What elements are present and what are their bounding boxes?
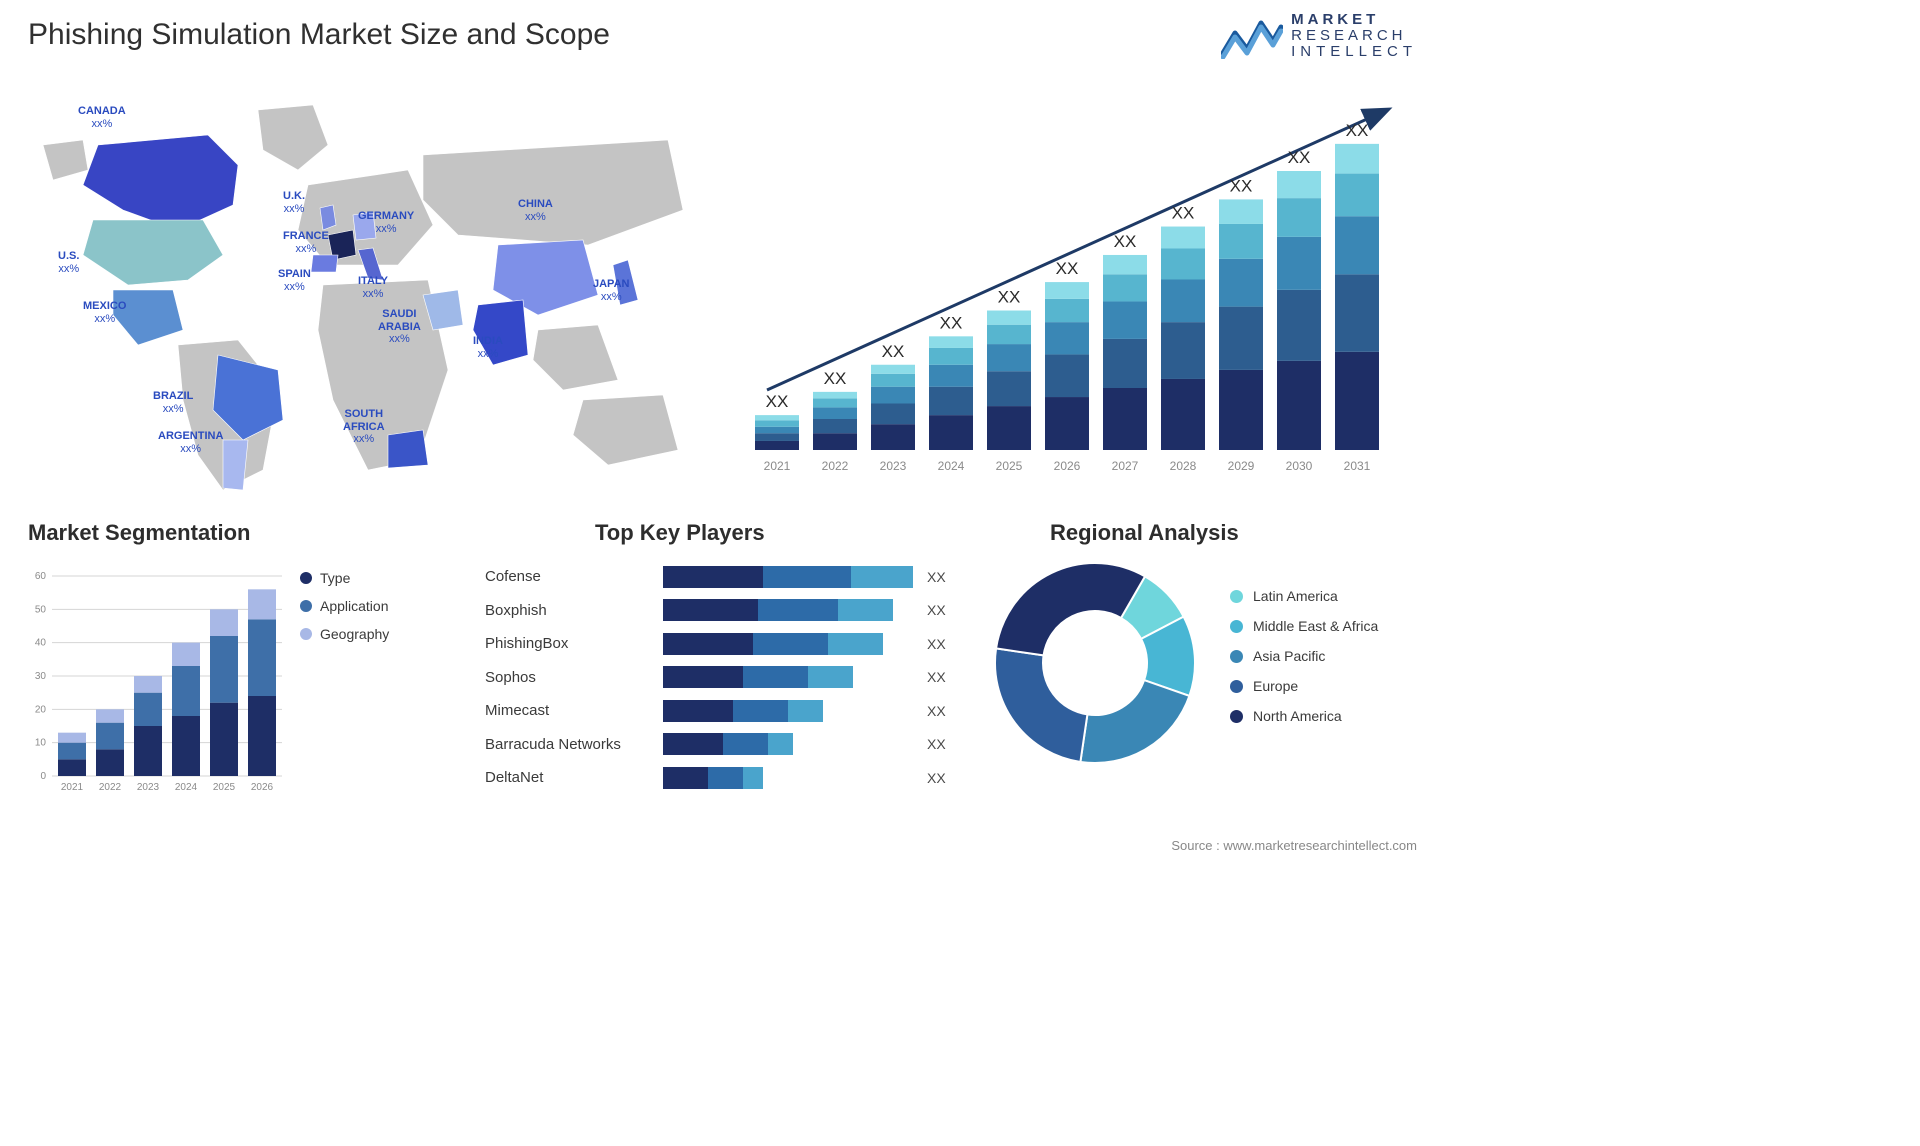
svg-text:2025: 2025 [213, 782, 236, 793]
map-label: BRAZILxx% [153, 390, 193, 415]
player-row: BoxphishXX [485, 594, 975, 628]
logo-text: MARKET RESEARCH INTELLECT [1291, 12, 1417, 59]
legend-item: Type [300, 570, 389, 586]
svg-text:XX: XX [998, 288, 1021, 307]
player-row: MimecastXX [485, 694, 975, 728]
svg-text:XX: XX [1230, 176, 1253, 195]
svg-text:2030: 2030 [1286, 459, 1313, 473]
brand-logo: MARKET RESEARCH INTELLECT [1221, 12, 1417, 59]
map-label: SOUTHAFRICAxx% [343, 408, 385, 446]
segmentation-legend: Type Application Geography [300, 570, 389, 654]
regional-legend: Latin America Middle East & Africa Asia Pa… [1230, 588, 1378, 738]
svg-text:XX: XX [1346, 121, 1369, 140]
segmentation-chart: 0 10 20 30 40 50 60 2021 2022 2023 2024 2025 2026 [28, 558, 288, 798]
svg-text:10: 10 [35, 738, 47, 749]
svg-text:XX: XX [940, 313, 963, 332]
svg-text:2022: 2022 [822, 459, 849, 473]
logo-line2: RESEARCH [1291, 28, 1417, 44]
svg-text:2026: 2026 [1054, 459, 1081, 473]
map-label: MEXICOxx% [83, 300, 126, 325]
players-title: Top Key Players [595, 520, 975, 546]
svg-text:XX: XX [882, 342, 905, 361]
svg-text:XX: XX [1114, 232, 1137, 251]
svg-text:XX: XX [1288, 148, 1311, 167]
svg-text:2023: 2023 [137, 782, 160, 793]
svg-text:XX: XX [824, 369, 847, 388]
player-row: PhishingBoxXX [485, 627, 975, 661]
svg-text:2025: 2025 [996, 459, 1023, 473]
logo-mark-icon [1221, 13, 1283, 59]
svg-text:2026: 2026 [251, 782, 274, 793]
svg-text:2031: 2031 [1344, 459, 1371, 473]
svg-text:2021: 2021 [764, 459, 791, 473]
svg-text:2022: 2022 [99, 782, 122, 793]
map-label: ARGENTINAxx% [158, 430, 223, 455]
svg-text:30: 30 [35, 671, 47, 682]
legend-item: Latin America [1230, 588, 1378, 604]
regional-donut [990, 558, 1200, 768]
regional-section: Regional Analysis Latin America Middle Ea… [990, 520, 1420, 768]
growth-svg: XX 2021 XX 2022 XX 2023 XX 2024 XX 2025 XX 2026 XX 20… [737, 90, 1417, 490]
svg-text:60: 60 [35, 571, 47, 582]
legend-item: Geography [300, 626, 389, 642]
player-row: CofenseXX [485, 560, 975, 594]
legend-item: Asia Pacific [1230, 648, 1378, 664]
regional-title: Regional Analysis [1050, 520, 1420, 546]
svg-text:2024: 2024 [938, 459, 965, 473]
svg-text:XX: XX [1056, 259, 1079, 278]
svg-text:40: 40 [35, 638, 47, 649]
map-label: SAUDIARABIAxx% [378, 308, 421, 346]
player-row: SophosXX [485, 661, 975, 695]
svg-text:2023: 2023 [880, 459, 907, 473]
map-label: SPAINxx% [278, 268, 311, 293]
legend-item: North America [1230, 708, 1378, 724]
legend-item: Europe [1230, 678, 1378, 694]
map-label: CANADAxx% [78, 105, 126, 130]
svg-text:0: 0 [40, 771, 46, 782]
map-label: FRANCExx% [283, 230, 329, 255]
map-label: CHINAxx% [518, 198, 553, 223]
svg-text:2029: 2029 [1228, 459, 1255, 473]
legend-item: Application [300, 598, 389, 614]
map-label: INDIAxx% [473, 335, 503, 360]
svg-text:XX: XX [1172, 204, 1195, 223]
players-list: CofenseXXBoxphishXXPhishingBoxXXSophosXX… [485, 560, 975, 795]
logo-line3: INTELLECT [1291, 44, 1417, 60]
svg-text:2027: 2027 [1112, 459, 1139, 473]
legend-item: Middle East & Africa [1230, 618, 1378, 634]
player-row: DeltaNetXX [485, 761, 975, 795]
player-row: Barracuda NetworksXX [485, 728, 975, 762]
page-title: Phishing Simulation Market Size and Scop… [28, 18, 610, 52]
segmentation-section: Market Segmentation 0 10 20 30 40 50 60 2021 202… [28, 520, 448, 798]
segmentation-title: Market Segmentation [28, 520, 448, 546]
source-text: Source : www.marketresearchintellect.com [1171, 838, 1417, 853]
svg-text:2024: 2024 [175, 782, 198, 793]
map-label: U.S.xx% [58, 250, 79, 275]
logo-line1: MARKET [1291, 12, 1417, 28]
players-section: Top Key Players CofenseXXBoxphishXXPhish… [485, 520, 975, 795]
svg-text:XX: XX [766, 392, 789, 411]
svg-text:2021: 2021 [61, 782, 84, 793]
map-label: GERMANYxx% [358, 210, 414, 235]
map-label: U.K.xx% [283, 190, 305, 215]
growth-chart: XX 2021 XX 2022 XX 2023 XX 2024 XX 2025 XX 2026 XX 20… [737, 90, 1417, 490]
svg-text:2028: 2028 [1170, 459, 1197, 473]
map-label: JAPANxx% [593, 278, 629, 303]
world-map: CANADAxx% U.S.xx% MEXICOxx% BRAZILxx% ARGENT… [28, 90, 708, 490]
svg-text:50: 50 [35, 604, 47, 615]
map-label: ITALYxx% [358, 275, 388, 300]
svg-text:20: 20 [35, 704, 47, 715]
